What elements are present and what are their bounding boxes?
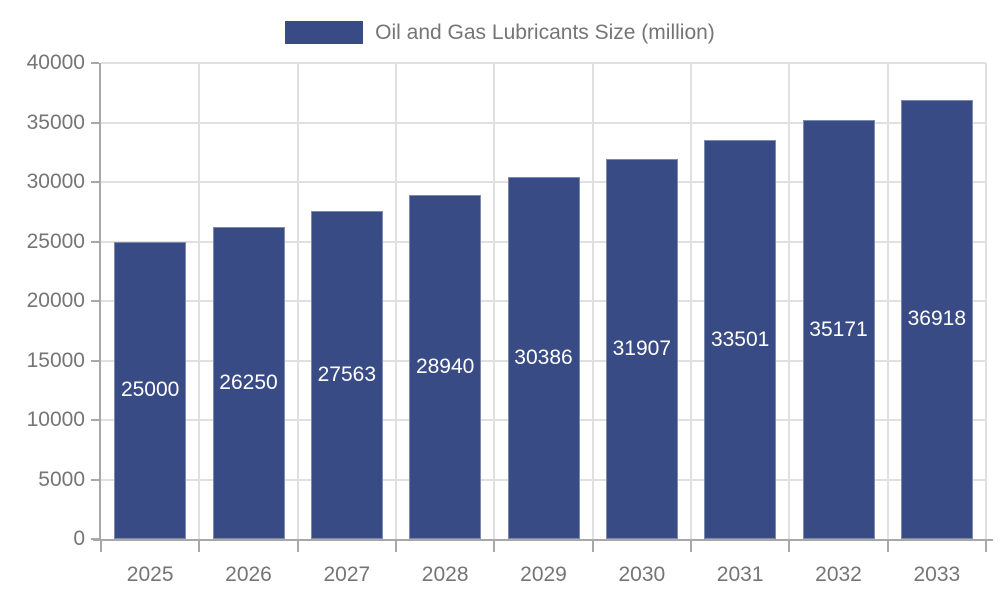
x-tick-label: 2025	[126, 563, 174, 586]
v-gridline	[690, 63, 692, 539]
x-tick-label: 2031	[716, 563, 764, 586]
v-gridline	[985, 63, 987, 539]
x-axis-tick	[395, 541, 397, 552]
bar	[605, 159, 678, 539]
y-axis-tick	[91, 181, 99, 183]
x-tick-label: 2028	[421, 563, 469, 586]
bar	[802, 120, 875, 539]
bar-value-label: 33501	[710, 327, 770, 351]
y-tick-label: 15000	[26, 348, 85, 372]
bar	[704, 140, 777, 539]
x-tick-label: 2027	[323, 563, 371, 586]
x-tick-label: 2032	[815, 563, 862, 586]
v-gridline	[395, 63, 397, 539]
y-axis-tick	[91, 240, 99, 243]
x-axis-line	[93, 539, 993, 541]
v-gridline	[886, 63, 889, 539]
bar	[310, 211, 383, 539]
y-axis-tick	[91, 300, 99, 302]
bar-value-label: 28940	[415, 354, 475, 378]
x-axis-tick	[198, 541, 201, 552]
y-axis-tick	[91, 62, 99, 64]
x-axis-tick	[100, 541, 102, 552]
x-axis-tick	[985, 541, 987, 552]
h-gridline	[101, 62, 986, 64]
bar-value-label: 35171	[809, 317, 868, 341]
y-tick-label: 25000	[26, 229, 85, 253]
x-tick-label: 2026	[225, 563, 272, 586]
y-axis-tick	[91, 478, 99, 481]
x-tick-label: 2033	[913, 563, 961, 586]
y-tick-label: 5000	[38, 467, 85, 491]
bar	[900, 99, 973, 539]
x-axis-tick	[690, 541, 692, 552]
v-gridline	[591, 63, 594, 539]
y-tick-label: 35000	[26, 110, 85, 134]
bar-value-label: 25000	[120, 378, 180, 402]
x-axis-tick	[788, 541, 791, 552]
x-axis-tick	[296, 541, 299, 552]
v-gridline	[493, 63, 496, 539]
y-axis-tick	[91, 538, 99, 540]
y-axis-tick	[91, 121, 99, 124]
legend-swatch-icon[interactable]	[285, 21, 364, 44]
x-axis-tick	[886, 541, 889, 552]
bar-value-label: 31907	[612, 337, 672, 361]
bar-value-label: 36918	[907, 307, 967, 331]
bar	[212, 226, 285, 539]
legend-label[interactable]: Oil and Gas Lubricants Size (million)	[375, 21, 715, 44]
x-tick-label: 2029	[520, 563, 567, 586]
bar	[507, 177, 580, 539]
y-axis-line	[99, 63, 101, 539]
y-axis-tick	[91, 419, 99, 421]
v-gridline	[198, 63, 201, 539]
bar-value-label: 26250	[219, 370, 278, 394]
legend[interactable]: Oil and Gas Lubricants Size (million)	[0, 21, 1000, 44]
x-tick-label: 2030	[618, 563, 666, 586]
y-axis-tick	[91, 359, 99, 362]
y-tick-label: 0	[73, 527, 85, 550]
y-tick-label: 10000	[26, 408, 85, 431]
bar-value-label: 27563	[317, 363, 377, 386]
y-tick-label: 40000	[26, 51, 85, 74]
y-tick-label: 20000	[26, 289, 85, 312]
bar	[409, 194, 482, 539]
y-tick-label: 30000	[26, 170, 85, 193]
bar	[114, 241, 187, 539]
v-gridline	[296, 63, 299, 539]
x-axis-tick	[591, 541, 594, 552]
h-gridline	[101, 121, 986, 124]
x-axis-tick	[493, 541, 496, 552]
v-gridline	[788, 63, 791, 539]
bar-value-label: 30386	[514, 346, 573, 370]
